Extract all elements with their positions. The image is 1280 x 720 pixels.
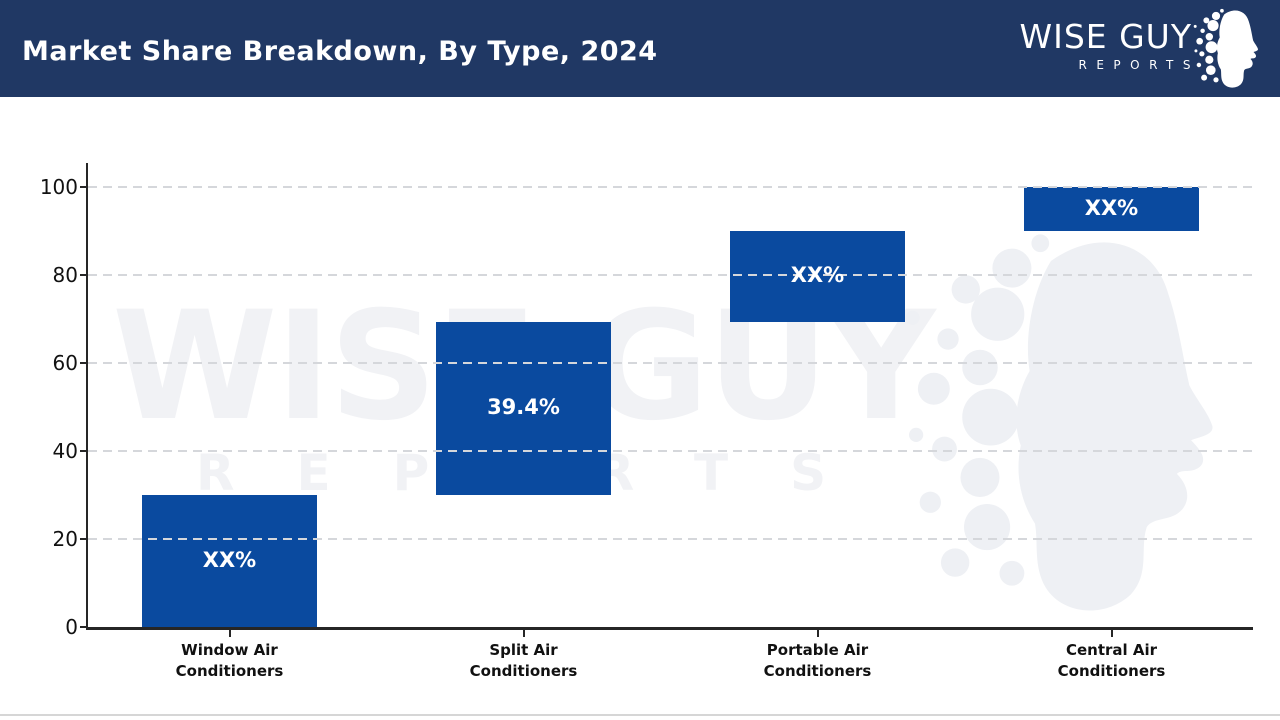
category-label: Central Air Conditioners [1057,641,1166,680]
gridline-20 [88,538,1253,540]
bar-2 [436,321,611,495]
x-tick-mark [228,630,231,637]
bar-value-label: XX% [202,548,257,572]
y-tick-label: 100 [39,175,78,199]
y-tick-label: 20 [52,527,78,551]
bar-value-label: XX% [1084,196,1139,220]
y-tick-mark [80,538,87,540]
x-axis-line [86,627,1253,630]
y-tick-mark [80,450,87,452]
x-tick-mark [816,630,819,637]
bar-value-label: 39.4% [487,395,560,420]
footer-divider [0,714,1280,716]
y-tick-label: 60 [52,351,78,375]
y-axis-line [86,163,88,629]
gridline-40 [88,450,1253,452]
bar-3 [730,231,905,322]
head-watermark-icon [868,222,1280,630]
bar-4 [1024,187,1199,231]
gridline-100 [88,186,1253,188]
x-tick-mark [1110,630,1113,637]
gridline-80 [88,274,1253,276]
y-tick-label: 40 [52,439,78,463]
header-bar: Market Share Breakdown, By Type, 2024 WI… [0,0,1280,97]
y-tick-label: 80 [52,263,78,287]
y-tick-mark [80,626,87,628]
wiseguy-logo: WISE GUY REPORTS [1019,0,1270,97]
y-tick-mark [80,274,87,276]
gridline-60 [88,362,1253,364]
logo-subtext: REPORTS [1078,57,1200,72]
bar-1 [142,495,317,627]
chart-title: Market Share Breakdown, By Type, 2024 [22,36,658,67]
x-tick-mark [522,630,525,637]
category-label: Split Air Conditioners [469,641,578,680]
y-tick-label: 0 [65,615,78,639]
bar-value-label: XX% [790,263,845,288]
y-tick-mark [80,362,87,364]
logo-wordmark: WISE GUY [1019,17,1192,56]
category-label: Portable Air Conditioners [763,641,872,680]
logo-text: WISE GUY REPORTS [1019,17,1192,71]
wiseguy-head-icon [1190,6,1268,92]
category-label: Window Air Conditioners [175,641,284,680]
y-tick-mark [80,186,87,188]
